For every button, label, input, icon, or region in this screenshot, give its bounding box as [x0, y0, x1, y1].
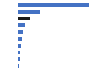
Bar — [18, 17, 30, 20]
Bar — [18, 3, 89, 7]
Bar — [18, 44, 21, 48]
Bar — [18, 30, 23, 34]
Bar — [18, 51, 20, 54]
Bar — [18, 58, 20, 61]
Bar — [18, 23, 25, 27]
Bar — [18, 64, 19, 68]
Bar — [18, 10, 40, 13]
Bar — [18, 37, 22, 41]
